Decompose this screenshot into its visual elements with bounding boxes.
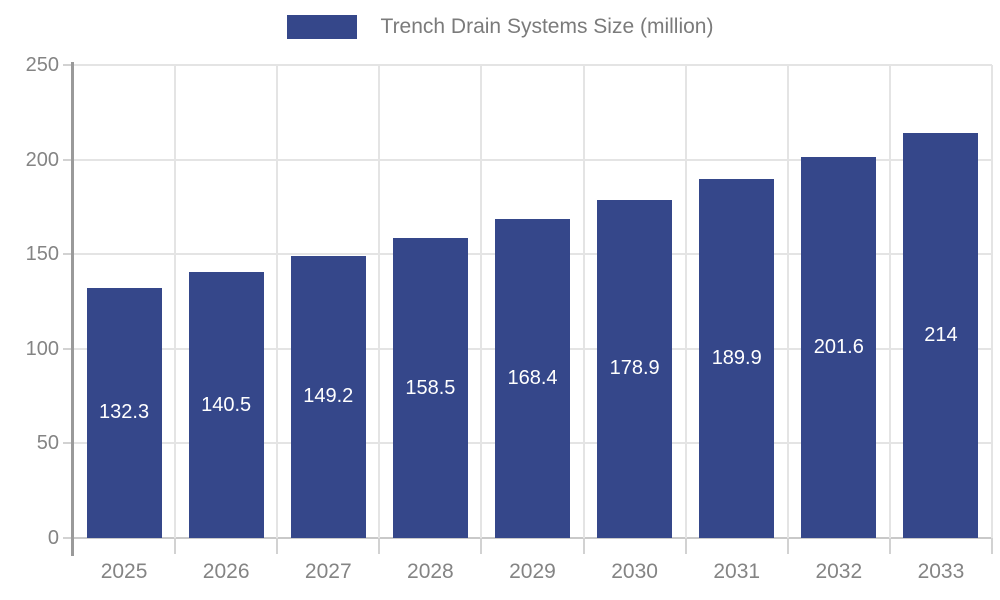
bar-value-label: 214 — [924, 324, 958, 347]
gridline-vertical — [684, 65, 687, 538]
x-axis-tick — [174, 538, 177, 554]
bar-value-label: 178.9 — [609, 357, 660, 380]
bar-value-label: 140.5 — [201, 393, 252, 416]
x-axis-tick — [480, 538, 483, 554]
y-axis-tick — [63, 347, 73, 350]
y-axis-tick-label: 250 — [25, 54, 59, 76]
legend-label: Trench Drain Systems Size (million) — [380, 15, 714, 38]
y-axis-tick — [63, 158, 73, 161]
x-axis-tick-label: 2029 — [509, 560, 556, 583]
x-axis-tick-label: 2027 — [304, 560, 352, 583]
bar-2027[interactable]: 149.2 — [290, 255, 366, 538]
x-axis-tick-label: 2028 — [407, 560, 454, 583]
bar-value-label: 189.9 — [711, 346, 762, 369]
bar-2026[interactable]: 140.5 — [188, 272, 264, 538]
x-axis-tick-label: 2026 — [202, 560, 250, 583]
bar-value-label: 201.6 — [813, 335, 864, 358]
y-axis-tick-label: 100 — [25, 337, 59, 360]
gridline-vertical — [378, 65, 381, 538]
legend-item[interactable]: Trench Drain Systems Size (million) — [286, 15, 714, 39]
x-axis-tick — [786, 538, 789, 554]
y-axis-tick-label: 0 — [47, 527, 59, 549]
y-axis-tick-label: 200 — [25, 148, 59, 171]
y-axis-tick — [63, 537, 73, 539]
bar-2032[interactable]: 201.6 — [801, 156, 877, 538]
bar-2029[interactable]: 168.4 — [495, 219, 570, 538]
gridline-vertical — [174, 65, 177, 538]
bar-value-label: 158.5 — [405, 376, 456, 399]
x-axis-tick-label: 2032 — [815, 560, 863, 583]
x-axis-tick — [888, 538, 891, 554]
x-axis-tick — [684, 538, 687, 554]
y-axis-tick-label: 150 — [25, 243, 59, 266]
bar-2025[interactable]: 132.3 — [86, 287, 162, 538]
x-axis-tick — [276, 538, 279, 554]
gridline-horizontal — [73, 158, 992, 161]
legend: Trench Drain Systems Size (million) — [0, 15, 1000, 39]
bar-value-label: 149.2 — [303, 385, 354, 408]
bar-value-label: 168.4 — [507, 367, 558, 390]
x-axis-tick-label: 2030 — [611, 560, 658, 583]
gridline-vertical — [276, 65, 279, 538]
bar-2028[interactable]: 158.5 — [392, 238, 468, 538]
gridline-vertical — [582, 65, 585, 538]
x-axis-tick-label: 2025 — [100, 560, 148, 583]
gridline-vertical — [786, 65, 789, 538]
y-axis-line — [71, 62, 74, 556]
legend-swatch-icon — [286, 15, 357, 39]
bar-2031[interactable]: 189.9 — [699, 178, 775, 538]
bar-2033[interactable]: 214 — [903, 133, 979, 538]
bar-2030[interactable]: 178.9 — [597, 199, 673, 538]
gridline-vertical — [480, 65, 483, 538]
gridline-vertical — [888, 65, 891, 538]
bar-value-label: 132.3 — [99, 401, 150, 424]
y-axis-tick — [63, 442, 73, 445]
gridline-vertical — [991, 65, 993, 538]
y-axis-tick — [63, 253, 73, 256]
x-axis-tick — [378, 538, 381, 554]
x-axis-tick — [582, 538, 585, 554]
x-axis-tick — [991, 538, 993, 554]
gridline-horizontal — [73, 537, 992, 539]
gridline-horizontal — [73, 64, 992, 66]
x-axis-tick-label: 2033 — [917, 560, 965, 583]
y-axis-tick-label: 50 — [36, 432, 59, 455]
y-axis-tick — [63, 64, 73, 66]
x-axis-tick-label: 2031 — [713, 560, 761, 583]
